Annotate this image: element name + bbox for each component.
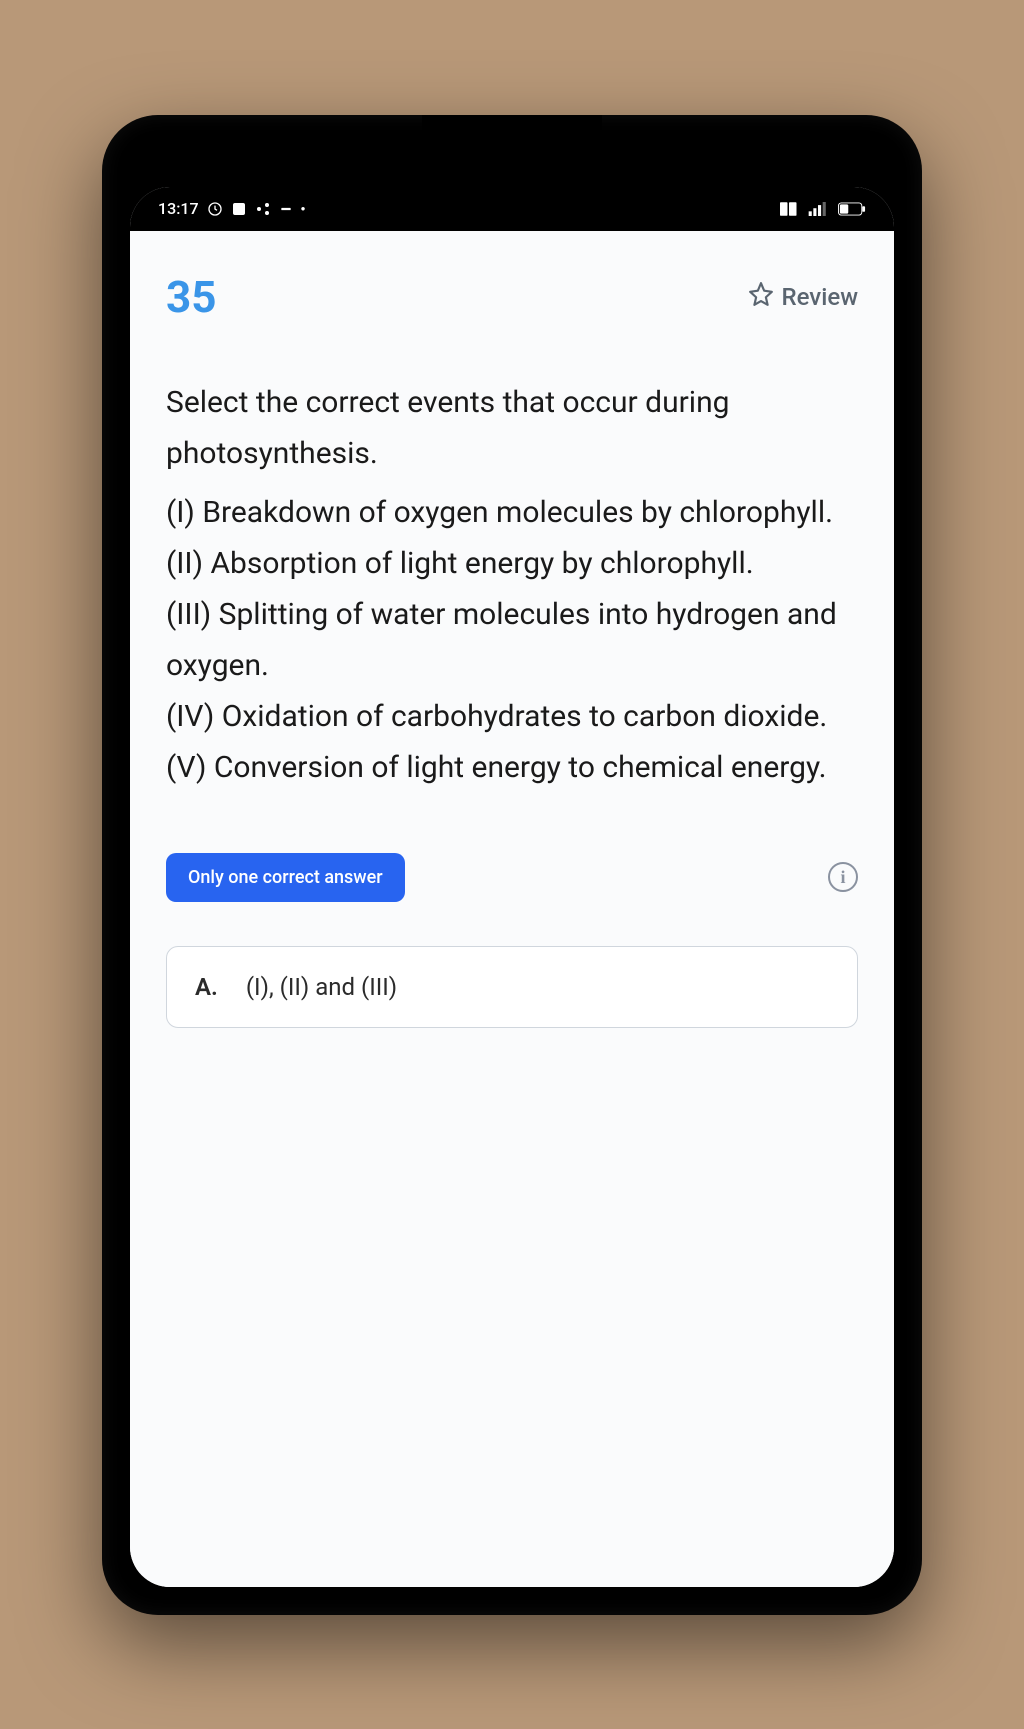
sim-icon [780,202,798,216]
info-icon[interactable]: i [828,862,858,892]
phone-screen: 13:17 ● [130,187,894,1587]
question-prompt: Select the correct events that occur dur… [166,377,858,479]
statement-5: (V) Conversion of light energy to chemic… [166,742,858,793]
statement-3: (III) Splitting of water molecules into … [166,589,858,691]
more-icon [279,202,293,216]
notification-icon [231,201,247,217]
share-icon [255,201,271,217]
question-header: 35 Review [166,271,858,323]
statement-1: (I) Breakdown of oxygen molecules by chl… [166,487,858,538]
status-time: 13:17 [158,199,199,218]
status-bar: 13:17 ● [130,187,894,231]
dot-icon: ● [301,204,306,213]
status-bar-right [780,202,866,216]
option-letter: A. [195,973,218,1001]
battery-icon [838,202,866,216]
status-bar-left: 13:17 ● [158,199,305,218]
answer-type-badge: Only one correct answer [166,853,405,902]
star-icon [748,281,774,313]
question-statements: (I) Breakdown of oxygen molecules by chl… [166,487,858,793]
statement-2: (II) Absorption of light energy by chlor… [166,538,858,589]
phone-frame: 13:17 ● [102,115,922,1615]
quiz-content: 35 Review Select the correct events that… [130,231,894,1587]
badge-row: Only one correct answer i [166,853,858,902]
clock-icon [207,201,223,217]
option-text: (I), (II) and (III) [246,973,397,1001]
phone-notch [422,115,602,147]
option-a[interactable]: A. (I), (II) and (III) [166,946,858,1028]
statement-4: (IV) Oxidation of carbohydrates to carbo… [166,691,858,742]
review-button[interactable]: Review [748,281,859,313]
review-label: Review [782,283,859,311]
question-number: 35 [166,271,217,323]
signal-icon [808,202,828,216]
